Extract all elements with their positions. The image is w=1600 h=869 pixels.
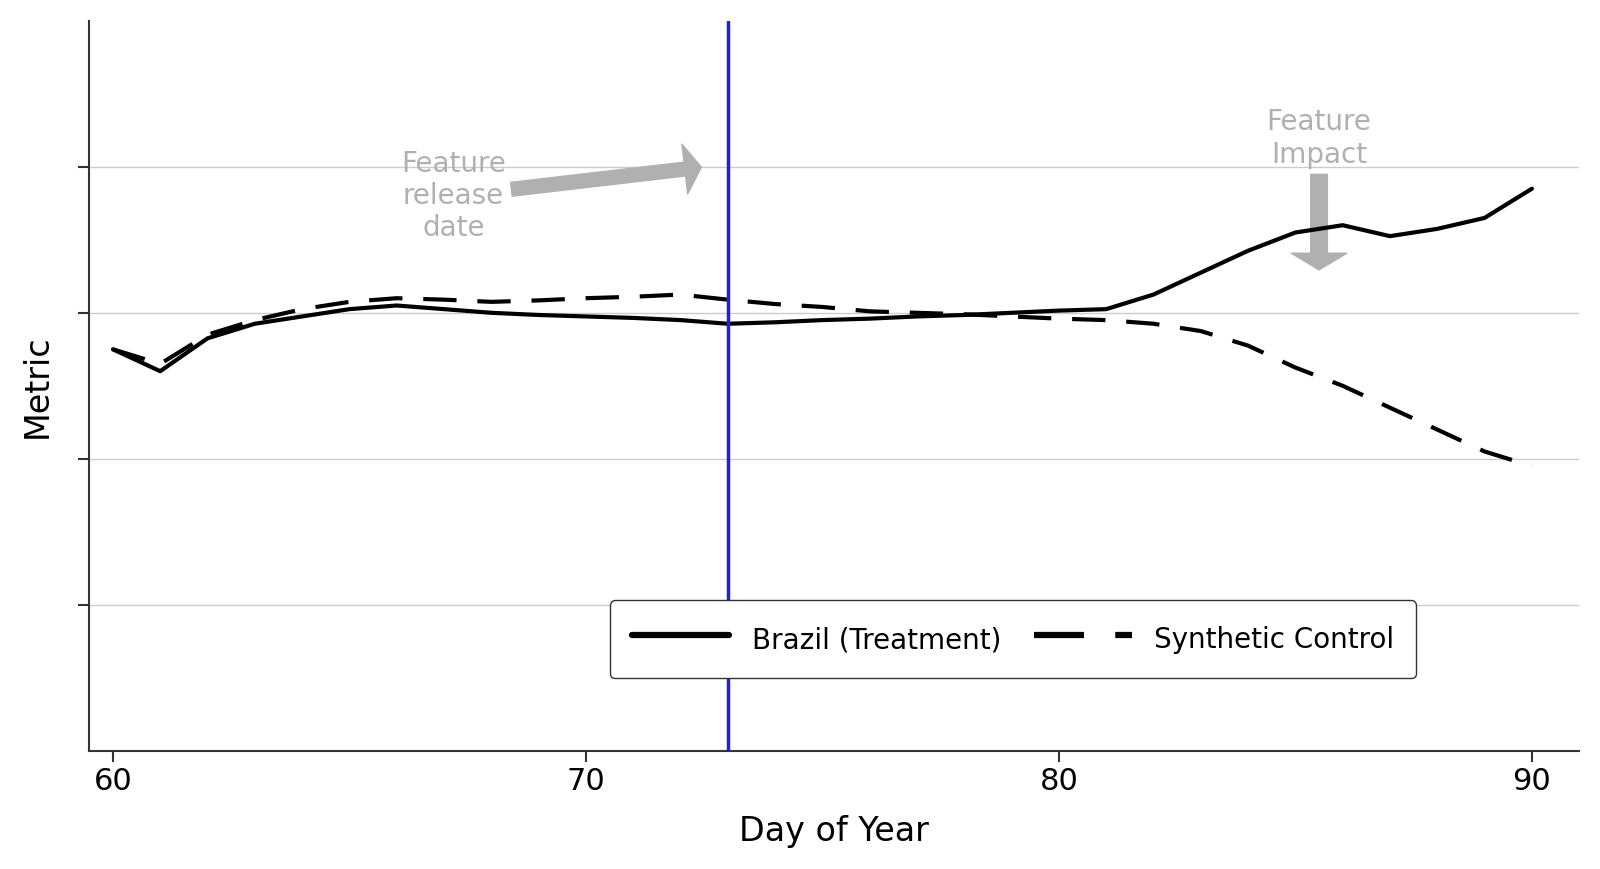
Synthetic Control	[670, 289, 690, 300]
Brazil (Treatment)	[530, 309, 549, 320]
Synthetic Control	[576, 293, 595, 303]
Brazil (Treatment)	[482, 308, 501, 318]
Synthetic Control	[293, 304, 312, 315]
Synthetic Control	[1286, 362, 1306, 373]
Brazil (Treatment)	[861, 314, 880, 324]
Synthetic Control	[1002, 311, 1021, 322]
Legend: Brazil (Treatment), Synthetic Control: Brazil (Treatment), Synthetic Control	[610, 600, 1416, 679]
Text: Feature
release
date: Feature release date	[402, 144, 701, 242]
Synthetic Control	[624, 291, 643, 302]
Brazil (Treatment)	[1427, 223, 1446, 234]
Brazil (Treatment)	[293, 311, 312, 322]
Brazil (Treatment)	[1286, 228, 1306, 238]
Brazil (Treatment)	[765, 317, 784, 328]
Brazil (Treatment)	[245, 319, 264, 329]
Synthetic Control	[387, 293, 406, 303]
Brazil (Treatment)	[1144, 289, 1163, 300]
Brazil (Treatment)	[1096, 304, 1115, 315]
Synthetic Control	[339, 296, 358, 307]
Synthetic Control	[1096, 315, 1115, 325]
Synthetic Control	[718, 295, 738, 305]
Synthetic Control	[955, 309, 974, 320]
Brazil (Treatment)	[104, 344, 123, 355]
Synthetic Control	[1522, 461, 1541, 471]
Synthetic Control	[813, 302, 832, 312]
Synthetic Control	[1144, 319, 1163, 329]
Brazil (Treatment)	[387, 301, 406, 311]
Synthetic Control	[482, 296, 501, 307]
Y-axis label: Metric: Metric	[21, 334, 54, 438]
Synthetic Control	[1050, 314, 1069, 324]
Brazil (Treatment)	[624, 313, 643, 323]
Synthetic Control	[434, 295, 453, 305]
Synthetic Control	[530, 295, 549, 306]
Brazil (Treatment)	[434, 304, 453, 315]
Line: Synthetic Control: Synthetic Control	[114, 295, 1531, 466]
Brazil (Treatment)	[1238, 246, 1258, 256]
Synthetic Control	[198, 329, 218, 340]
Synthetic Control	[907, 308, 926, 318]
Synthetic Control	[104, 344, 123, 355]
Brazil (Treatment)	[670, 315, 690, 325]
Brazil (Treatment)	[576, 311, 595, 322]
Brazil (Treatment)	[718, 319, 738, 329]
Line: Brazil (Treatment): Brazil (Treatment)	[114, 189, 1531, 371]
Brazil (Treatment)	[1333, 220, 1352, 230]
Synthetic Control	[150, 359, 170, 369]
Synthetic Control	[1333, 381, 1352, 391]
Brazil (Treatment)	[813, 315, 832, 325]
Brazil (Treatment)	[150, 366, 170, 376]
Synthetic Control	[1238, 341, 1258, 351]
Synthetic Control	[1475, 447, 1494, 457]
Brazil (Treatment)	[1050, 305, 1069, 315]
Synthetic Control	[861, 306, 880, 316]
Synthetic Control	[1381, 402, 1400, 413]
Brazil (Treatment)	[907, 311, 926, 322]
Brazil (Treatment)	[1002, 308, 1021, 318]
Synthetic Control	[765, 299, 784, 309]
Text: Feature
Impact: Feature Impact	[1267, 109, 1371, 270]
Brazil (Treatment)	[198, 333, 218, 343]
X-axis label: Day of Year: Day of Year	[739, 815, 930, 848]
Synthetic Control	[1427, 424, 1446, 434]
Brazil (Treatment)	[955, 309, 974, 320]
Brazil (Treatment)	[1522, 183, 1541, 194]
Brazil (Treatment)	[1475, 213, 1494, 223]
Synthetic Control	[245, 315, 264, 325]
Synthetic Control	[1190, 326, 1210, 336]
Brazil (Treatment)	[1190, 268, 1210, 278]
Brazil (Treatment)	[339, 304, 358, 315]
Brazil (Treatment)	[1381, 231, 1400, 242]
